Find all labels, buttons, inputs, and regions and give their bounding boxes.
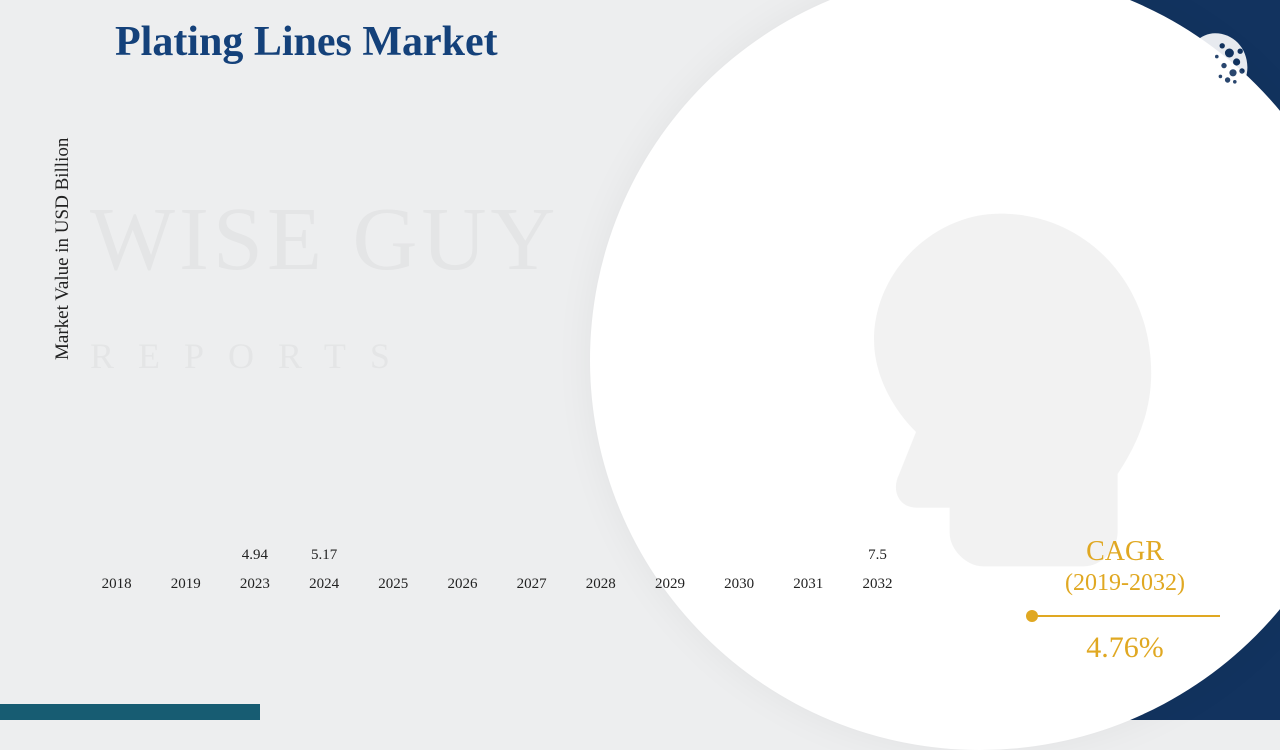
cagr-label: CAGR xyxy=(1010,536,1240,568)
logo-head-icon xyxy=(1170,26,1260,116)
bar-value-label: 4.94 xyxy=(242,547,268,564)
x-tick: 2025 xyxy=(369,576,418,593)
bar-chart: 4.94 5.17 7.5 xyxy=(92,150,902,570)
cagr-block: CAGR (2019-2032) 4.76% xyxy=(1010,536,1240,665)
bottom-accent-bar xyxy=(0,704,260,720)
x-tick: 2026 xyxy=(438,576,487,593)
x-tick: 2024 xyxy=(300,576,349,593)
chart-title: Plating Lines Market xyxy=(115,18,498,66)
y-axis-label: Market Value in USD Billion xyxy=(52,138,74,360)
cagr-divider xyxy=(1030,615,1220,617)
bar-value-label: 5.17 xyxy=(311,547,337,564)
bar-value-label: 7.5 xyxy=(868,547,887,564)
x-tick: 2023 xyxy=(230,576,279,593)
x-tick: 2029 xyxy=(645,576,694,593)
x-tick: 2031 xyxy=(784,576,833,593)
x-tick: 2018 xyxy=(92,576,141,593)
cagr-years: (2019-2032) xyxy=(1010,570,1240,597)
cagr-value: 4.76% xyxy=(1010,631,1240,665)
x-tick: 2019 xyxy=(161,576,210,593)
x-tick: 2030 xyxy=(715,576,764,593)
x-axis-ticks: 2018 2019 2023 2024 2025 2026 2027 2028 2029 2030… xyxy=(92,576,902,593)
x-tick: 2028 xyxy=(576,576,625,593)
x-tick: 2027 xyxy=(507,576,556,593)
brand-logo: WISE GUY R E P O R T S xyxy=(953,20,1250,75)
x-tick: 2032 xyxy=(853,576,902,593)
